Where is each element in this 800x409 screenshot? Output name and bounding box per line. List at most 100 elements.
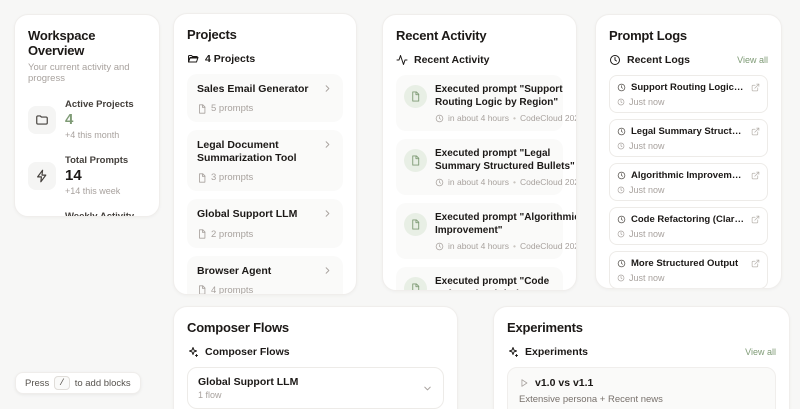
- composer-flows-card: Composer Flows Composer Flows Global Sup…: [173, 306, 458, 409]
- workspace-subtitle: Your current activity and progress: [28, 62, 130, 84]
- file-text-icon: [197, 104, 207, 114]
- log-title: Legal Summary Structured Bullets: [631, 126, 746, 137]
- add-blocks-hint[interactable]: Press / to add blocks: [15, 372, 141, 394]
- stat-active-projects: Active Projects 4 +4 this month: [28, 99, 146, 140]
- log-title: Code Refactoring (Clarity & Performance): [631, 214, 746, 225]
- clock-icon: [435, 178, 444, 187]
- recent-activity-subheader: Recent Activity: [414, 54, 490, 66]
- zap-icon: [28, 161, 56, 190]
- hint-suffix: to add blocks: [74, 377, 131, 389]
- activity-title: Executed prompt "Legal Summary Structure…: [435, 148, 575, 172]
- file-text-icon: [197, 285, 207, 294]
- projects-title: Projects: [187, 27, 237, 42]
- view-all-link[interactable]: View all: [745, 347, 776, 357]
- sparkles-icon: [187, 346, 199, 358]
- activity-item[interactable]: Executed prompt "Code Refactoring (Clari…: [396, 267, 563, 290]
- chevron-right-icon: [322, 139, 333, 150]
- folder-icon: [28, 105, 56, 134]
- project-name: Sales Email Generator: [197, 83, 309, 95]
- external-link-icon[interactable]: [751, 259, 760, 268]
- prompt-logs-title: Prompt Logs: [609, 28, 687, 43]
- project-item[interactable]: Legal Document Summarization Tool 3 prom…: [187, 130, 343, 192]
- clock-icon: [617, 274, 625, 282]
- log-item[interactable]: Legal Summary Structured Bullets Just no…: [609, 119, 768, 157]
- activity-item[interactable]: Executed prompt "Legal Summary Structure…: [396, 139, 576, 195]
- activity-source: CodeCloud 2021: [519, 177, 576, 187]
- chevron-right-icon: [322, 208, 333, 219]
- slash-keycap: /: [54, 376, 70, 390]
- workspace-title: Workspace Overview: [28, 28, 96, 58]
- stat-total-prompts: Total Prompts 14 +14 this week: [28, 155, 146, 196]
- clock-icon: [617, 230, 625, 238]
- project-meta: 3 prompts: [211, 172, 254, 184]
- external-link-icon[interactable]: [751, 171, 760, 180]
- view-all-link[interactable]: View all: [737, 55, 768, 65]
- activity-icon: [396, 54, 408, 66]
- log-time-text: Just now: [629, 229, 665, 239]
- clock-icon: [617, 83, 626, 92]
- composer-flows-subheader: Composer Flows: [205, 346, 290, 358]
- stat-value: 14: [65, 167, 82, 184]
- project-name: Legal Document Summarization Tool: [197, 139, 297, 165]
- file-text-icon: [404, 149, 427, 172]
- clock-icon: [617, 215, 626, 224]
- project-meta: 2 prompts: [211, 228, 254, 240]
- log-time-text: Just now: [629, 97, 665, 107]
- projects-card: Projects 4 Projects Sales Email Generato…: [173, 13, 357, 295]
- log-time-text: Just now: [629, 141, 665, 151]
- experiment-name: v1.0 vs v1.1: [535, 377, 594, 389]
- project-item[interactable]: Browser Agent 4 prompts: [187, 255, 343, 294]
- project-item[interactable]: Sales Email Generator 5 prompts: [187, 74, 343, 123]
- clock-icon: [435, 114, 444, 123]
- log-item[interactable]: Code Refactoring (Clarity & Performance)…: [609, 207, 768, 245]
- experiments-card: Experiments Experiments View all v1.0 vs…: [493, 306, 790, 409]
- projects-count-label: 4 Projects: [205, 53, 256, 65]
- clock-icon: [617, 142, 625, 150]
- stat-sub: +4 this month: [65, 130, 120, 140]
- external-link-icon[interactable]: [751, 127, 760, 136]
- log-item[interactable]: More Structured Output Just now: [609, 251, 768, 288]
- chevron-right-icon: [322, 265, 333, 276]
- activity-time: in about 4 hours: [448, 241, 509, 251]
- log-item[interactable]: Algorithmic Improvement Just now: [609, 163, 768, 201]
- log-time-text: Just now: [629, 273, 665, 283]
- project-item[interactable]: Global Support LLM 2 prompts: [187, 199, 343, 248]
- activity-item[interactable]: Executed prompt "Support Routing Logic b…: [396, 75, 576, 131]
- log-item[interactable]: Support Routing Logic by Region Just now: [609, 75, 768, 113]
- flow-select[interactable]: Global Support LLM 1 flow: [187, 367, 444, 409]
- chevron-down-icon: [422, 383, 433, 394]
- folder-open-icon: [187, 53, 199, 65]
- stat-label: Active Projects: [65, 99, 134, 110]
- file-text-icon: [404, 277, 427, 290]
- workspace-overview-card: Workspace Overview Your current activity…: [14, 14, 160, 217]
- sparkles-icon: [507, 346, 519, 358]
- activity-item[interactable]: Executed prompt "Algorithmic Improvement…: [396, 203, 576, 259]
- log-title: Support Routing Logic by Region: [631, 82, 746, 93]
- project-name: Browser Agent: [197, 264, 272, 277]
- external-link-icon[interactable]: [751, 83, 760, 92]
- clock-icon: [617, 171, 626, 180]
- prompt-logs-subheader: Recent Logs: [627, 54, 691, 66]
- activity-source: CodeCloud 2021: [519, 241, 576, 251]
- log-title: Algorithmic Improvement: [631, 170, 746, 181]
- file-text-icon: [404, 85, 427, 108]
- activity-title: Executed prompt "Support Routing Logic b…: [435, 84, 563, 108]
- file-text-icon: [197, 173, 207, 183]
- stat-label: Weekly Activity: [65, 211, 135, 217]
- stat-weekly-activity: Weekly Activity 6 6 tests run: [28, 211, 146, 217]
- clock-icon: [617, 259, 626, 268]
- chevron-right-icon: [322, 83, 333, 94]
- recent-activity-title: Recent Activity: [396, 28, 487, 43]
- flow-name: Global Support LLM: [198, 376, 299, 388]
- project-meta: 5 prompts: [211, 103, 254, 115]
- activity-title: Executed prompt "Algorithmic Improvement…: [435, 212, 577, 236]
- clock-icon: [617, 127, 626, 136]
- file-text-icon: [197, 229, 207, 239]
- activity-title: Executed prompt "Code Refactoring (Clari…: [435, 276, 550, 290]
- play-icon: [519, 378, 529, 388]
- composer-flows-title: Composer Flows: [187, 320, 289, 335]
- external-link-icon[interactable]: [751, 215, 760, 224]
- log-title: More Structured Output: [631, 258, 739, 269]
- stat-sub: +14 this week: [65, 186, 121, 196]
- experiment-item[interactable]: v1.0 vs v1.1 Extensive persona + Recent …: [507, 367, 776, 409]
